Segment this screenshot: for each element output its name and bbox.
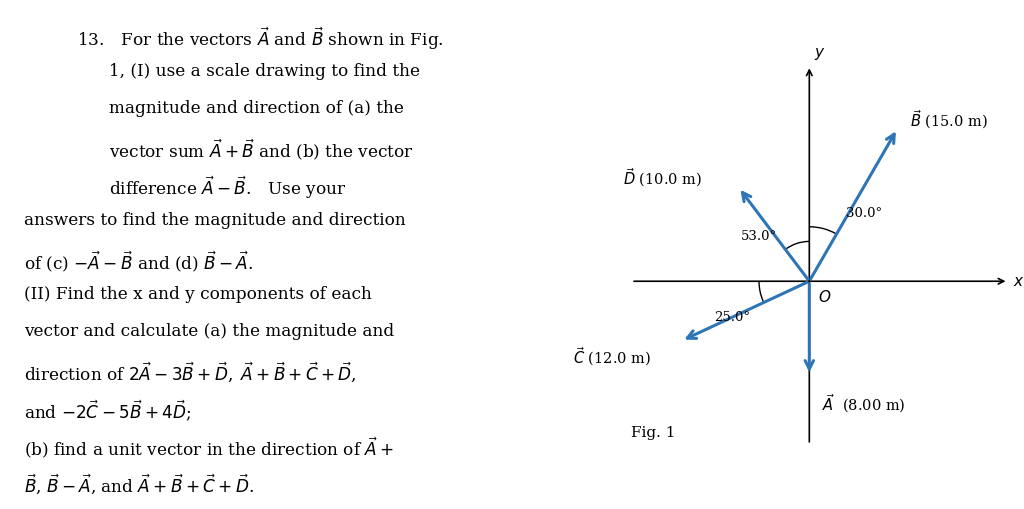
Text: vector sum $\vec{A}+\vec{B}$ and (b) the vector: vector sum $\vec{A}+\vec{B}$ and (b) the…: [109, 137, 414, 162]
Text: $O$: $O$: [818, 288, 831, 304]
Text: magnitude and direction of (a) the: magnitude and direction of (a) the: [109, 100, 403, 117]
Text: 13. For the vectors $\vec{A}$ and $\vec{B}$ shown in Fig.: 13. For the vectors $\vec{A}$ and $\vec{…: [77, 25, 443, 52]
Text: answers to find the magnitude and direction: answers to find the magnitude and direct…: [24, 211, 406, 228]
Text: $\vec{B}$, $\vec{B}-\vec{A}$, and $\vec{A}+\vec{B}+\vec{C}+\vec{D}$.: $\vec{B}$, $\vec{B}-\vec{A}$, and $\vec{…: [24, 471, 253, 495]
Text: $\vec{C}$ (12.0 m): $\vec{C}$ (12.0 m): [572, 345, 651, 367]
Text: Fig. 1: Fig. 1: [631, 426, 676, 439]
Text: 1, (I) use a scale drawing to find the: 1, (I) use a scale drawing to find the: [109, 63, 420, 79]
Text: (b) find a unit vector in the direction of $\vec{A}+$: (b) find a unit vector in the direction …: [24, 434, 393, 459]
Text: and $-2\vec{C}-5\vec{B}+4\vec{D}$;: and $-2\vec{C}-5\vec{B}+4\vec{D}$;: [24, 397, 190, 422]
Text: $y$: $y$: [813, 46, 825, 62]
Text: 25.0°: 25.0°: [714, 311, 750, 324]
Text: $\vec{B}$ (15.0 m): $\vec{B}$ (15.0 m): [910, 108, 988, 130]
Text: direction of $2\vec{A}-3\vec{B}+\vec{D}$, $\vec{A}+\vec{B}+\vec{C}+\vec{D}$,: direction of $2\vec{A}-3\vec{B}+\vec{D}$…: [24, 360, 356, 384]
Text: difference $\vec{A}-\vec{B}$. Use your: difference $\vec{A}-\vec{B}$. Use your: [109, 174, 346, 201]
Text: $\vec{D}$ (10.0 m): $\vec{D}$ (10.0 m): [624, 166, 702, 189]
Text: 53.0°: 53.0°: [741, 229, 777, 242]
Text: 30.0°: 30.0°: [846, 206, 882, 219]
Text: (II) Find the x and y components of each: (II) Find the x and y components of each: [24, 286, 372, 302]
Text: vector and calculate (a) the magnitude and: vector and calculate (a) the magnitude a…: [24, 323, 394, 340]
Text: $\vec{A}$  (8.00 m): $\vec{A}$ (8.00 m): [822, 391, 905, 414]
Text: of (c) $-\vec{A}-\vec{B}$ and (d) $\vec{B}-\vec{A}$.: of (c) $-\vec{A}-\vec{B}$ and (d) $\vec{…: [24, 248, 253, 273]
Text: $x$: $x$: [1013, 275, 1024, 289]
